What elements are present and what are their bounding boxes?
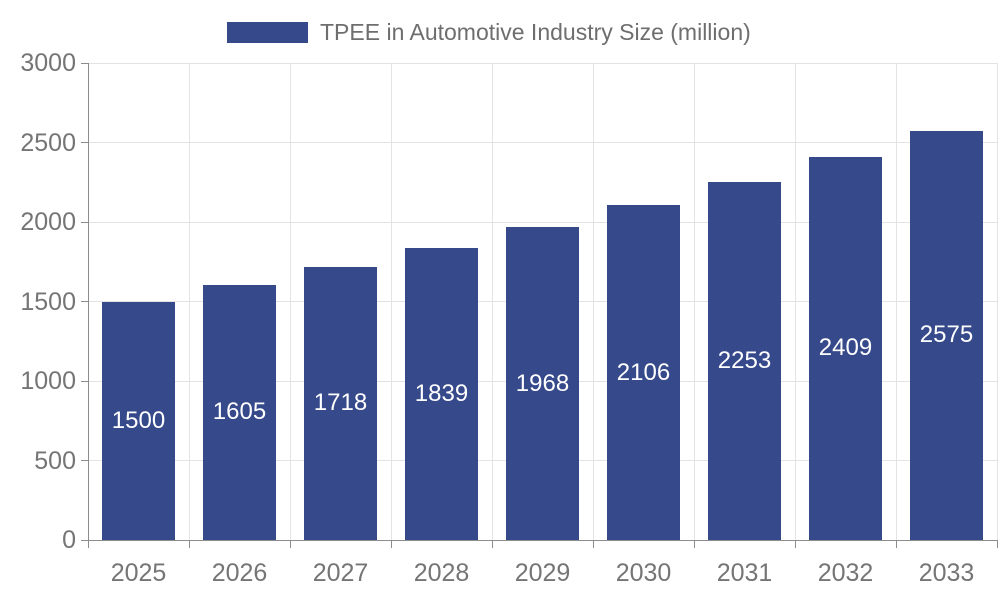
y-axis-tick [81, 380, 88, 382]
bar-value-label: 1500 [111, 406, 166, 434]
legend-swatch[interactable] [227, 22, 308, 43]
gridline-vertical [794, 63, 796, 540]
bar[interactable] [102, 301, 175, 540]
gridline-vertical [693, 63, 695, 540]
gridline-vertical [491, 63, 493, 540]
gridline-vertical [188, 63, 190, 540]
gridline-vertical [895, 63, 897, 540]
x-axis-tick [996, 540, 998, 548]
y-axis-tick [81, 539, 88, 541]
legend-label[interactable]: TPEE in Automotive Industry Size (millio… [320, 19, 751, 45]
bar[interactable] [203, 284, 276, 540]
bar-value-label: 1605 [212, 398, 267, 426]
bar[interactable] [708, 181, 781, 540]
bar[interactable] [304, 266, 377, 540]
y-axis-tick [81, 460, 88, 461]
gridline-vertical [592, 63, 594, 540]
bar-value-label: 1839 [414, 379, 469, 407]
bar-value-label: 2253 [717, 346, 772, 374]
y-tick-label: 1500 [20, 287, 76, 316]
x-tick-label: 2027 [312, 559, 369, 587]
x-axis-line [88, 539, 997, 541]
y-axis-tick [81, 301, 88, 302]
y-tick-label: 0 [62, 526, 76, 554]
x-tick-label: 2029 [514, 559, 571, 587]
y-axis-tick [81, 142, 88, 143]
bar-value-label: 1718 [313, 389, 368, 417]
y-axis-tick [81, 62, 88, 64]
x-axis-tick [289, 540, 291, 548]
x-axis-tick [390, 540, 392, 548]
bar-value-label: 2409 [818, 334, 873, 362]
gridline-vertical [289, 63, 291, 540]
x-tick-label: 2031 [716, 559, 773, 587]
x-tick-label: 2028 [413, 559, 470, 587]
bar[interactable] [405, 247, 478, 540]
bar-value-label: 2575 [919, 321, 974, 349]
x-tick-label: 2032 [817, 559, 874, 587]
x-axis-tick [693, 540, 695, 548]
legend[interactable]: TPEE in Automotive Industry Size (millio… [227, 17, 751, 48]
gridline-vertical [390, 63, 392, 540]
x-axis-tick [491, 540, 493, 548]
x-tick-label: 2025 [110, 559, 167, 587]
y-tick-label: 1000 [20, 367, 76, 395]
bar[interactable] [809, 156, 882, 540]
y-axis-tick [81, 221, 88, 223]
bar[interactable] [506, 227, 579, 540]
x-axis-tick [794, 540, 796, 548]
gridline-horizontal [88, 221, 997, 223]
y-tick-label: 3000 [20, 49, 76, 77]
x-axis-tick [188, 540, 190, 548]
bar[interactable] [910, 130, 983, 540]
x-axis-tick [895, 540, 897, 548]
bar-value-label: 1968 [515, 369, 570, 397]
y-tick-label: 2500 [20, 128, 76, 157]
y-axis-line [87, 63, 89, 540]
x-tick-label: 2033 [918, 559, 975, 587]
x-tick-label: 2030 [615, 559, 672, 587]
gridline-horizontal [88, 142, 997, 143]
x-tick-label: 2026 [211, 559, 268, 587]
gridline-horizontal [88, 62, 997, 64]
x-axis-tick [87, 540, 89, 548]
y-tick-label: 2000 [20, 208, 76, 236]
x-axis-tick [592, 540, 594, 548]
gridline-vertical [996, 63, 998, 540]
bar[interactable] [607, 205, 680, 540]
bar-value-label: 2106 [616, 358, 671, 386]
y-tick-label: 500 [34, 446, 76, 475]
